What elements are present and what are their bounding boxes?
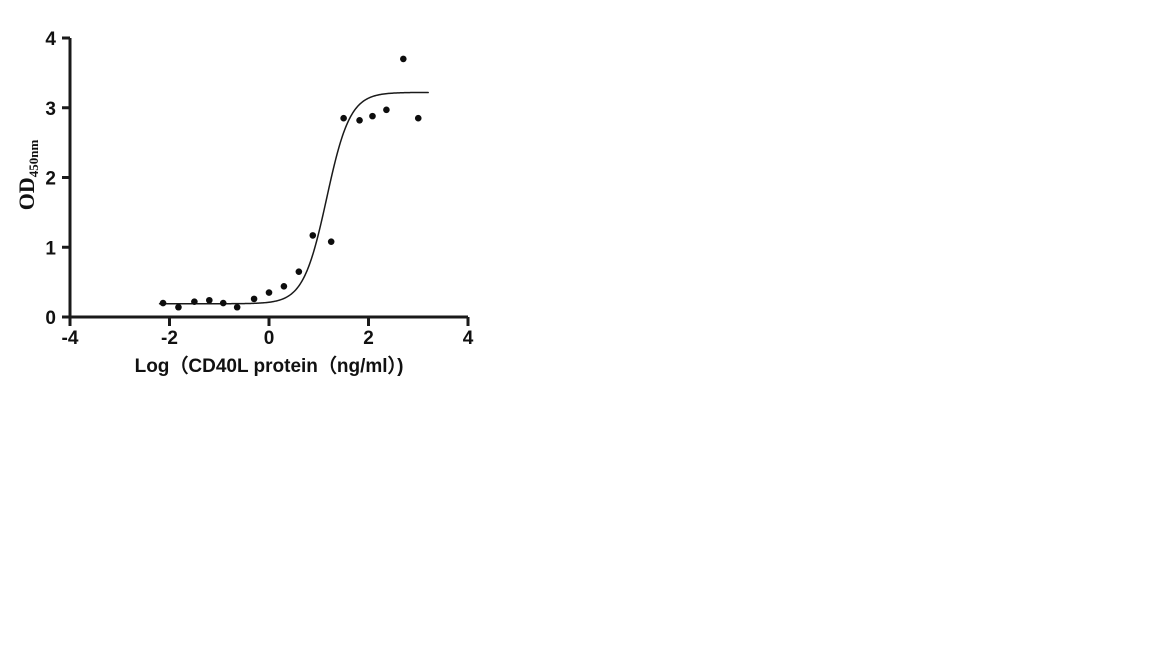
data-point bbox=[383, 106, 390, 114]
data-point bbox=[356, 117, 363, 124]
x-tick-label: 0 bbox=[264, 328, 275, 349]
y-axis-title-subscript: 450nm bbox=[26, 140, 41, 178]
x-tick-label: -4 bbox=[62, 328, 79, 349]
data-point bbox=[250, 295, 258, 303]
data-point bbox=[265, 289, 273, 296]
data-point bbox=[309, 232, 317, 239]
y-tick-label: 1 bbox=[45, 238, 56, 259]
data-point bbox=[340, 114, 347, 122]
fitted-curve bbox=[158, 91, 429, 305]
x-tick-label: 4 bbox=[463, 328, 474, 349]
x-axis-ticks: -4 -2 0 2 4 bbox=[62, 317, 474, 349]
x-tick-label: -2 bbox=[161, 328, 178, 349]
x-axis-title: Log（CD40L protein（ng/ml）) bbox=[135, 354, 404, 377]
data-point bbox=[327, 238, 335, 245]
y-axis-title-base: OD bbox=[14, 177, 39, 210]
data-points-group bbox=[159, 55, 422, 311]
y-axis-title: OD450nm bbox=[14, 140, 41, 211]
x-tick-label: 2 bbox=[363, 328, 374, 349]
data-point bbox=[400, 55, 407, 63]
data-point bbox=[159, 299, 167, 307]
y-axis-title-group: OD450nm bbox=[14, 140, 41, 211]
y-tick-label: 0 bbox=[45, 308, 56, 329]
data-point bbox=[369, 112, 376, 120]
data-point bbox=[191, 298, 198, 305]
y-tick-label: 4 bbox=[45, 29, 56, 50]
y-tick-label: 3 bbox=[45, 99, 56, 120]
data-point bbox=[233, 303, 241, 311]
data-point bbox=[206, 296, 213, 304]
data-point bbox=[219, 299, 227, 307]
data-point bbox=[295, 268, 303, 275]
data-point bbox=[280, 283, 288, 290]
y-tick-label: 2 bbox=[45, 169, 56, 190]
data-point bbox=[175, 303, 182, 311]
data-point bbox=[414, 114, 422, 122]
